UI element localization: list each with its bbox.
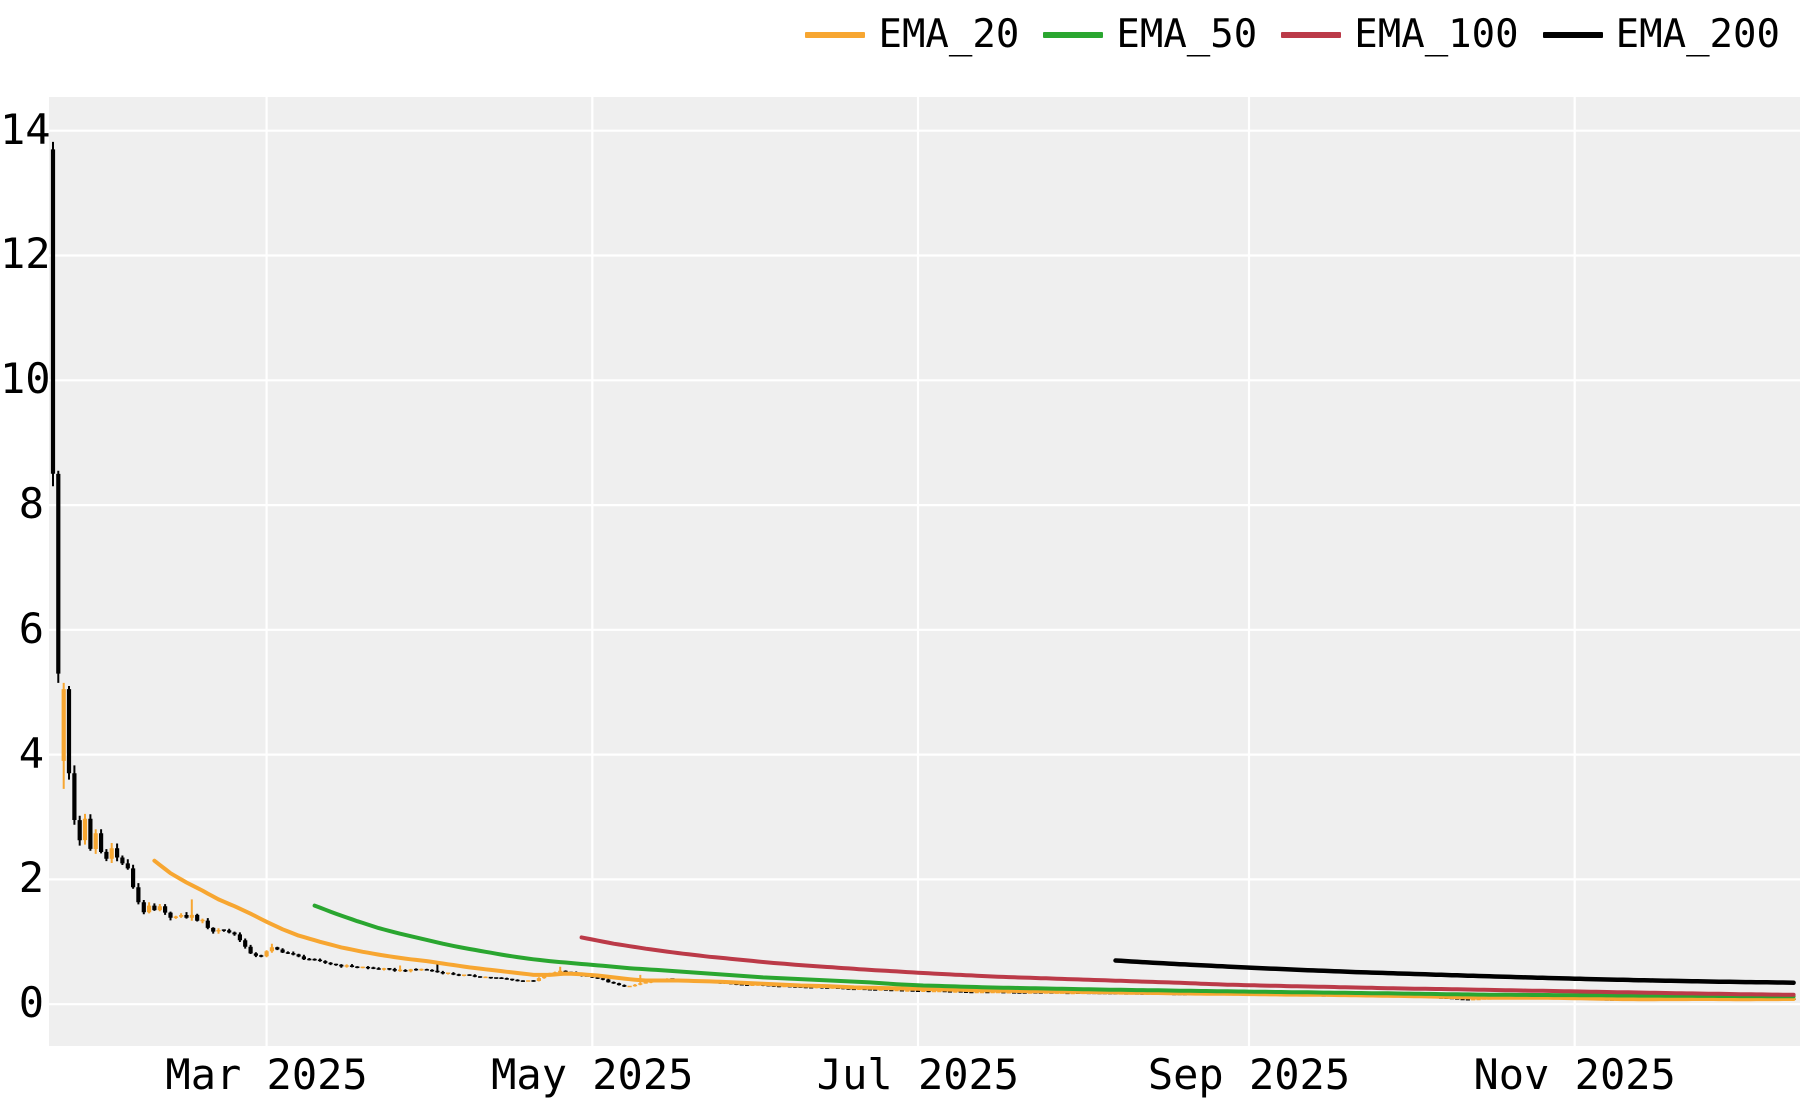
legend-label-ema20: EMA_20 — [878, 12, 1020, 57]
legend-label-ema100: EMA_100 — [1354, 12, 1519, 57]
y-tick-label-14: 14 — [0, 104, 51, 154]
legend-item-ema100: EMA_100 — [1281, 12, 1519, 57]
x-tick-label-nov2025: Nov 2025 — [1473, 1050, 1676, 1099]
ema20-line-sample — [805, 32, 866, 38]
chart-legend: EMA_20 EMA_50 EMA_100 EMA_200 — [805, 13, 1780, 57]
y-tick-label-8: 8 — [18, 479, 44, 529]
y-tick-label-10: 10 — [0, 354, 51, 404]
y-tick-label-4: 4 — [18, 728, 44, 778]
legend-label-ema50: EMA_50 — [1116, 12, 1258, 57]
ema100-line-sample — [1281, 32, 1342, 38]
ema50-line-sample — [1043, 32, 1104, 38]
x-tick-label-may2025: May 2025 — [491, 1050, 694, 1099]
x-tick-label-jul2025: Jul 2025 — [816, 1050, 1020, 1099]
legend-item-ema200: EMA_200 — [1542, 12, 1780, 57]
y-tick-label-2: 2 — [18, 853, 44, 903]
y-tick-label-6: 6 — [18, 603, 44, 653]
y-tick-label-0: 0 — [18, 978, 44, 1028]
legend-item-ema20: EMA_20 — [805, 13, 1019, 57]
x-tick-label-mar2025: Mar 2025 — [165, 1050, 368, 1099]
ema200-line-sample — [1542, 32, 1603, 38]
x-tick-label-sep2025: Sep 2025 — [1147, 1050, 1351, 1099]
legend-item-ema50: EMA_50 — [1043, 13, 1257, 57]
legend-label-ema200: EMA_200 — [1615, 12, 1780, 57]
y-tick-label-12: 12 — [0, 229, 51, 279]
